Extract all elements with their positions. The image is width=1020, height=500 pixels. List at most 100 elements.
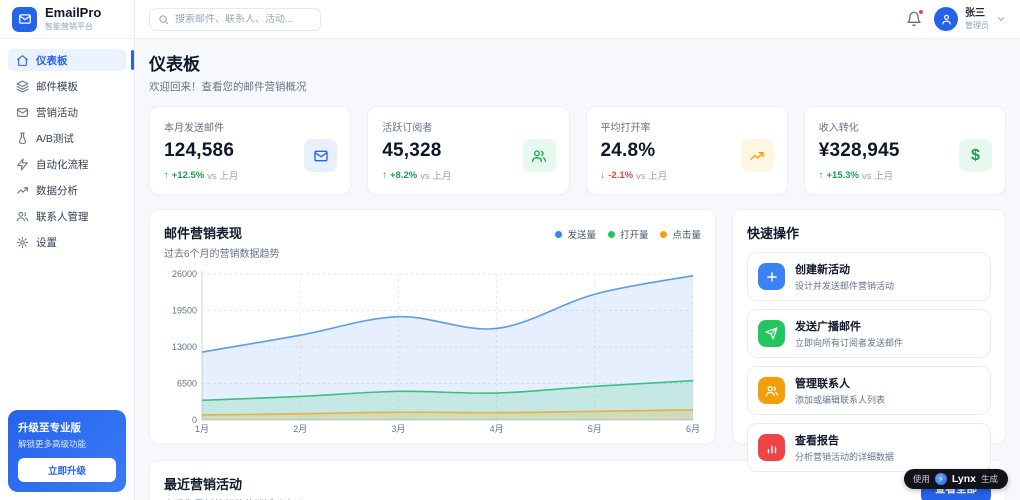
sidebar-item-label: 仪表板 — [36, 53, 68, 68]
svg-text:19500: 19500 — [172, 306, 197, 316]
main-area: 张三 管理员 仪表板 欢迎回来！查看您的邮件营销概况 本月发送邮件 124,58… — [135, 0, 1020, 500]
svg-text:26000: 26000 — [172, 269, 197, 279]
logo-mail-icon — [12, 7, 37, 32]
notification-bell-icon[interactable] — [906, 11, 922, 27]
user-menu[interactable]: 张三 管理员 — [934, 7, 1006, 31]
badge-suffix: 生成 — [981, 473, 998, 485]
sidebar-item-automation[interactable]: 自动化流程 — [8, 153, 126, 175]
lightning-icon — [16, 158, 29, 171]
topbar: 张三 管理员 — [135, 0, 1020, 39]
quick-action-send-broadcast[interactable]: 发送广播邮件 立即向所有订阅者发送邮件 — [747, 309, 991, 358]
lynx-logo-icon: ⚡ — [935, 473, 947, 485]
sidebar-item-label: 联系人管理 — [36, 209, 89, 224]
sidebar-item-settings[interactable]: 设置 — [8, 231, 126, 253]
svg-text:6月: 6月 — [686, 424, 700, 434]
sidebar-item-dashboard[interactable]: 仪表板 — [8, 49, 126, 71]
performance-chart: 065001300019500260001月2月3月4月5月6月 — [164, 266, 701, 438]
stat-label: 活跃订阅者 — [382, 119, 554, 134]
user-name: 张三 — [965, 8, 989, 20]
quick-action-title: 查看报告 — [795, 432, 894, 448]
legend-item-opened: 打开量 — [608, 227, 649, 241]
stat-card-emails-sent: 本月发送邮件 124,586 ↑ +12.5% vs 上月 — [149, 106, 351, 195]
search-box[interactable] — [149, 8, 321, 31]
stat-card-subscribers: 活跃订阅者 45,328 ↑ +8.2% vs 上月 — [367, 106, 569, 195]
app-logo: EmailPro 智能营销平台 — [0, 0, 134, 39]
users-icon — [523, 139, 556, 172]
legend-item-sent: 发送量 — [555, 227, 596, 241]
quick-action-manage-contacts[interactable]: 管理联系人 添加或编辑联系人列表 — [747, 366, 991, 415]
upgrade-button[interactable]: 立即升级 — [18, 458, 116, 482]
sidebar-item-templates[interactable]: 邮件模板 — [8, 75, 126, 97]
sidebar-item-label: 自动化流程 — [36, 157, 89, 172]
legend-dot-icon — [660, 231, 667, 238]
quick-action-view-reports[interactable]: 查看报告 分析营销活动的详细数据 — [747, 423, 991, 472]
badge-prefix: 使用 — [913, 473, 930, 485]
quick-actions-card: 快速操作 创建新活动 设计并发送邮件营销活动 — [732, 209, 1006, 444]
sidebar-item-contacts[interactable]: 联系人管理 — [8, 205, 126, 227]
lynx-generated-badge: 使用 ⚡ Lynx 生成 — [904, 469, 1008, 489]
send-icon — [758, 320, 785, 347]
upgrade-subtitle: 解锁更多高级功能 — [18, 438, 116, 450]
sidebar-item-label: 设置 — [36, 235, 57, 250]
users-icon — [16, 210, 29, 223]
stat-label: 平均打开率 — [601, 119, 773, 134]
svg-text:5月: 5月 — [588, 424, 602, 434]
svg-text:13000: 13000 — [172, 342, 197, 352]
recent-title: 最近营销活动 — [164, 474, 304, 493]
performance-chart-card: 邮件营销表现 过去6个月的营销数据趋势 发送量 打开量 点击量 06500130… — [149, 209, 716, 444]
quick-action-title: 创建新活动 — [795, 261, 894, 277]
chevron-down-icon — [996, 14, 1006, 24]
sidebar-item-label: A/B测试 — [36, 131, 74, 146]
layers-icon — [16, 80, 29, 93]
svg-text:1月: 1月 — [195, 424, 209, 434]
dollar-icon: $ — [959, 139, 992, 172]
search-input[interactable] — [175, 14, 312, 25]
app-name: EmailPro — [45, 6, 101, 20]
quick-action-desc: 设计并发送邮件营销活动 — [795, 279, 894, 292]
notification-dot — [918, 9, 924, 15]
svg-text:6500: 6500 — [177, 379, 197, 389]
legend-item-clicked: 点击量 — [660, 227, 701, 241]
page-subtitle: 欢迎回来！查看您的邮件营销概况 — [149, 79, 1006, 94]
stat-card-revenue: 收入转化 ¥328,945 ↑ +15.3% vs 上月 $ — [804, 106, 1006, 195]
trending-up-icon — [741, 139, 774, 172]
quick-action-title: 管理联系人 — [795, 375, 885, 391]
sidebar-item-analytics[interactable]: 数据分析 — [8, 179, 126, 201]
mail-icon — [16, 106, 29, 119]
arrow-up-icon: ↑ — [382, 170, 387, 181]
plus-icon — [758, 263, 785, 290]
upgrade-card: 升级至专业版 解锁更多高级功能 立即升级 — [8, 410, 126, 492]
arrow-up-icon: ↑ — [819, 170, 824, 181]
quick-actions-title: 快速操作 — [747, 223, 991, 242]
arrow-down-icon: ↓ — [601, 170, 606, 181]
svg-text:4月: 4月 — [490, 424, 504, 434]
page-title: 仪表板 — [149, 50, 1006, 75]
dashboard-content: 仪表板 欢迎回来！查看您的邮件营销概况 本月发送邮件 124,586 ↑ +12… — [135, 39, 1020, 500]
sidebar-item-campaigns[interactable]: 营销活动 — [8, 101, 126, 123]
sidebar-nav: 仪表板 邮件模板 营销活动 A/B测试 自动化流程 数据分析 联系人管理 设置 — [0, 39, 134, 257]
bar-chart-icon — [758, 434, 785, 461]
sidebar: EmailPro 智能营销平台 仪表板 邮件模板 营销活动 A/B测试 自动化流… — [0, 0, 135, 500]
svg-text:3月: 3月 — [391, 424, 405, 434]
gear-icon — [16, 236, 29, 249]
home-icon — [16, 54, 29, 67]
sidebar-item-ab-test[interactable]: A/B测试 — [8, 127, 126, 149]
stat-label: 本月发送邮件 — [164, 119, 336, 134]
sidebar-item-label: 邮件模板 — [36, 79, 78, 94]
svg-text:2月: 2月 — [293, 424, 307, 434]
recent-subtitle: 查看您最新的邮件营销活动表现 — [164, 496, 304, 500]
legend-dot-icon — [608, 231, 615, 238]
chart-subtitle: 过去6个月的营销数据趋势 — [164, 245, 280, 260]
stat-card-open-rate: 平均打开率 24.8% ↓ -2.1% vs 上月 — [586, 106, 788, 195]
stats-row: 本月发送邮件 124,586 ↑ +12.5% vs 上月 活跃订阅者 45,3… — [149, 106, 1006, 195]
app-tagline: 智能营销平台 — [45, 21, 101, 32]
chart-title: 邮件营销表现 — [164, 223, 280, 242]
search-icon — [158, 14, 169, 25]
upgrade-title: 升级至专业版 — [18, 420, 116, 435]
users-icon — [758, 377, 785, 404]
quick-action-desc: 分析营销活动的详细数据 — [795, 450, 894, 463]
trending-up-icon — [16, 184, 29, 197]
quick-action-create-campaign[interactable]: 创建新活动 设计并发送邮件营销活动 — [747, 252, 991, 301]
badge-brand: Lynx — [952, 473, 976, 485]
mail-icon — [304, 139, 337, 172]
